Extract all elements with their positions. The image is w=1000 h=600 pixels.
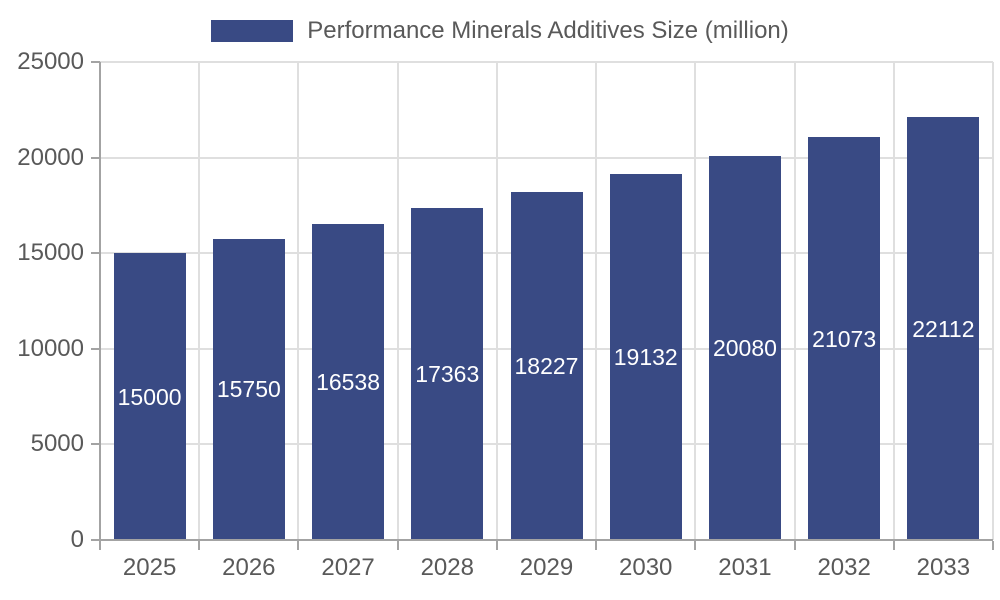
bar-2033: 22112 <box>907 117 980 540</box>
legend-swatch <box>211 20 294 42</box>
x-tick-label-2033: 2033 <box>916 554 971 581</box>
x-tick-mark <box>99 541 101 550</box>
x-tick-mark <box>297 541 300 550</box>
bar-2032: 21073 <box>808 137 881 540</box>
bar-2029: 18227 <box>510 191 583 540</box>
gridline-v-9 <box>992 62 994 540</box>
y-tick-label: 0 <box>70 526 84 553</box>
gridline-v-2 <box>297 62 300 540</box>
bar-value-label: 16538 <box>316 368 381 395</box>
y-tick-mark <box>91 443 100 446</box>
legend[interactable]: Performance Minerals Additives Size (mil… <box>0 17 1000 45</box>
x-tick-label-2028: 2028 <box>420 554 474 581</box>
gridline-h-25000 <box>100 61 993 63</box>
y-axis-line <box>99 62 101 540</box>
gridline-v-1 <box>198 62 201 540</box>
x-tick-mark <box>793 541 796 550</box>
x-tick-mark <box>992 541 994 550</box>
x-tick-label-2032: 2032 <box>817 554 871 581</box>
x-tick-label-2025: 2025 <box>122 554 177 581</box>
bar-2028: 17363 <box>411 208 484 540</box>
gridline-v-4 <box>495 62 498 540</box>
y-tick-label: 5000 <box>30 430 84 458</box>
y-tick-mark <box>91 61 100 63</box>
y-tick-mark <box>91 156 100 159</box>
y-tick-label: 10000 <box>17 334 84 362</box>
bar-2030: 19132 <box>609 174 682 540</box>
x-tick-mark <box>495 541 498 550</box>
bar-2026: 15750 <box>212 238 285 540</box>
x-tick-label-2026: 2026 <box>222 554 276 581</box>
gridline-v-8 <box>892 62 895 540</box>
bar-value-label: 15000 <box>117 383 182 410</box>
bar-value-label: 20080 <box>712 335 777 362</box>
x-tick-label-2027: 2027 <box>321 554 375 581</box>
bar-value-label: 21073 <box>812 325 877 352</box>
y-tick-label: 20000 <box>17 143 84 171</box>
x-tick-mark <box>396 541 399 550</box>
x-tick-label-2031: 2031 <box>718 554 772 581</box>
bar-value-label: 15750 <box>216 376 281 403</box>
gridline-v-6 <box>694 62 697 540</box>
x-tick-mark <box>198 541 201 550</box>
x-tick-mark <box>595 541 598 550</box>
gridline-v-3 <box>396 62 399 540</box>
y-tick-mark <box>91 539 100 541</box>
bar-value-label: 22112 <box>912 315 975 342</box>
y-tick-mark <box>91 347 100 350</box>
x-tick-label-2030: 2030 <box>619 554 673 581</box>
bar-2031: 20080 <box>708 156 781 540</box>
gridline-h-20000 <box>100 156 993 159</box>
y-tick-label: 15000 <box>17 239 84 267</box>
x-tick-mark <box>694 541 697 550</box>
bar-value-label: 17363 <box>415 361 480 388</box>
bar-2027: 16538 <box>312 223 385 540</box>
bar-2025: 15000 <box>113 253 186 540</box>
y-tick-label: 25000 <box>17 48 84 75</box>
x-axis-line <box>99 539 993 541</box>
gridline-v-5 <box>595 62 598 540</box>
x-tick-mark <box>892 541 895 550</box>
x-tick-label-2029: 2029 <box>519 554 574 581</box>
plot-area: 15000 15750 16538 17363 18227 19132 20080 21073… <box>100 61 994 540</box>
gridline-v-7 <box>793 62 796 540</box>
bar-value-label: 19132 <box>613 344 678 371</box>
y-tick-mark <box>91 252 100 255</box>
legend-label: Performance Minerals Additives Size (mil… <box>307 17 789 44</box>
bar-value-label: 18227 <box>514 352 579 379</box>
